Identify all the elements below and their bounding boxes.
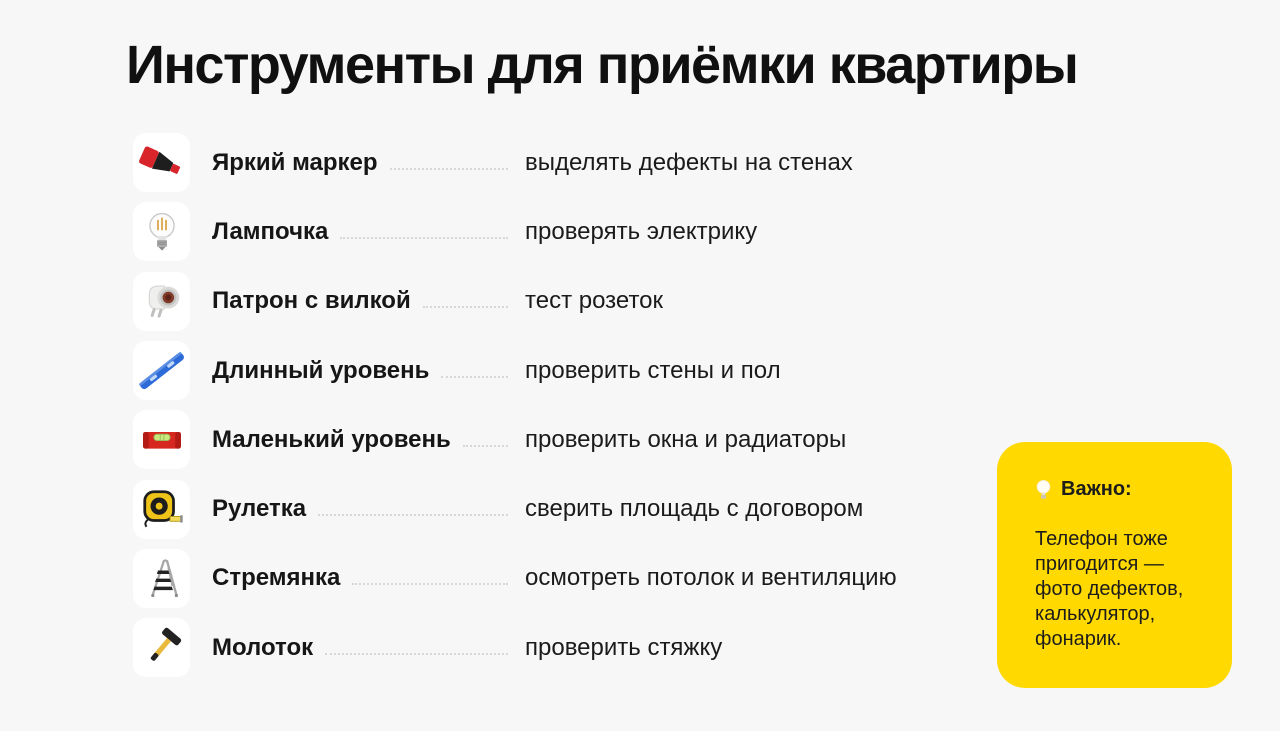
tool-icon-tile <box>133 202 190 262</box>
dotted-leader <box>389 167 508 170</box>
tool-purpose: проверить стены и пол <box>525 356 781 384</box>
dotted-leader <box>340 236 508 239</box>
tool-name: Яркий маркер <box>212 148 378 176</box>
tool-name: Патрон с вилкой <box>212 287 411 315</box>
tool-icon-tile <box>133 271 190 331</box>
tool-name: Лампочка <box>212 217 329 245</box>
bulb-icon <box>139 209 185 255</box>
tool-row: Маленький уровень проверить окна и радиа… <box>133 405 897 474</box>
tool-icon-tile <box>133 618 190 678</box>
tool-row: Молоток проверить стяжку <box>133 613 897 682</box>
dotted-leader <box>325 652 508 655</box>
tool-icon-tile <box>133 479 190 539</box>
dotted-leader <box>318 514 508 517</box>
tool-name-wrap: Молоток <box>212 634 510 662</box>
note-header: Важно: <box>1035 478 1206 501</box>
tool-icon-tile <box>133 548 190 608</box>
tool-name: Маленький уровень <box>212 425 451 453</box>
tool-icon-tile <box>133 410 190 470</box>
tool-name-wrap: Рулетка <box>212 495 510 523</box>
tool-purpose: осмотреть потолок и вентиляцию <box>525 564 897 592</box>
tool-row: Стремянка осмотреть потолок и вентиляцию <box>133 544 897 613</box>
tool-row: Лампочка проверять электрику <box>133 197 897 266</box>
tool-name-wrap: Лампочка <box>212 218 510 246</box>
note-title: Важно: <box>1061 478 1132 500</box>
tool-row: Патрон с вилкой тест розеток <box>133 267 897 336</box>
socket-plug-icon <box>139 278 185 324</box>
tool-name: Молоток <box>212 633 314 661</box>
note-body: Телефон тоже пригодится — фото дефектов,… <box>1035 528 1184 650</box>
marker-icon <box>139 140 185 186</box>
dotted-leader <box>462 444 508 447</box>
important-note-card: Важно: Телефон тоже пригодится — фото де… <box>997 442 1232 688</box>
dotted-leader <box>352 583 508 586</box>
tool-purpose: тест розеток <box>525 287 664 315</box>
tool-row: Длинный уровень проверить стены и пол <box>133 336 897 405</box>
tool-icon-tile <box>133 133 190 193</box>
tools-list: Яркий маркер выделять дефекты на стенах … <box>133 128 897 682</box>
tool-name: Длинный уровень <box>212 356 430 384</box>
tool-name-wrap: Маленький уровень <box>212 426 510 454</box>
hammer-icon <box>139 625 185 671</box>
tool-row: Яркий маркер выделять дефекты на стенах <box>133 128 897 197</box>
lightbulb-icon <box>1035 479 1052 501</box>
tool-name: Стремянка <box>212 564 341 592</box>
tape-measure-icon <box>139 486 185 532</box>
tool-icon-tile <box>133 341 190 401</box>
tool-name: Рулетка <box>212 495 307 523</box>
dotted-leader <box>422 306 508 309</box>
tool-name-wrap: Яркий маркер <box>212 149 510 177</box>
small-level-icon <box>139 417 185 463</box>
tool-purpose: проверять электрику <box>525 217 758 245</box>
tool-purpose: проверить стяжку <box>525 633 723 661</box>
tool-row: Рулетка сверить площадь с договором <box>133 474 897 543</box>
tool-purpose: сверить площадь с договором <box>525 495 864 523</box>
ladder-icon <box>139 555 185 601</box>
tool-name-wrap: Патрон с вилкой <box>212 287 510 315</box>
tool-purpose: выделять дефекты на стенах <box>525 148 853 176</box>
tool-name-wrap: Длинный уровень <box>212 357 510 385</box>
page-title: Инструменты для приёмки квартиры <box>126 35 1079 95</box>
long-level-icon <box>139 348 185 394</box>
tool-name-wrap: Стремянка <box>212 564 510 592</box>
dotted-leader <box>441 375 508 378</box>
tool-purpose: проверить окна и радиаторы <box>525 425 847 453</box>
